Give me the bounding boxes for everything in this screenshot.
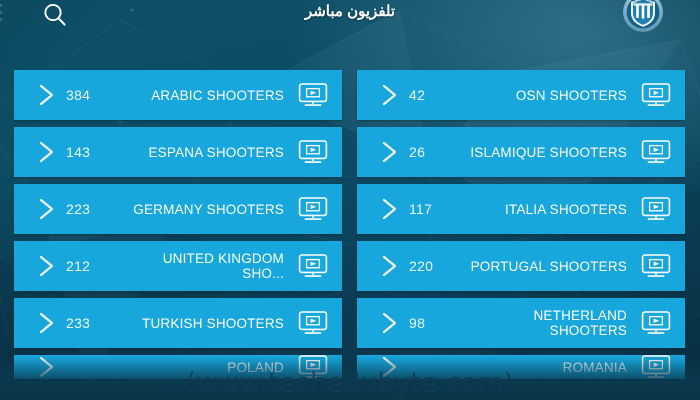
tv-play-icon[interactable]: [641, 139, 671, 165]
channel-row[interactable]: 98 NETHERLAND SHOOTERS: [357, 298, 685, 348]
channel-row[interactable]: 212 UNITED KINGDOM SHO...: [14, 241, 342, 291]
chevron-right-icon[interactable]: [379, 196, 401, 222]
channel-count: 220: [409, 258, 434, 274]
channel-row[interactable]: 26 ISLAMIQUE SHOOTERS: [357, 127, 685, 177]
chevron-right-icon[interactable]: [379, 139, 401, 165]
channel-row[interactable]: 384 ARABIC SHOOTERS: [14, 70, 342, 120]
channel-title: ESPANA SHOOTERS: [148, 144, 284, 160]
channel-count: 384: [66, 87, 91, 103]
svg-text:SHOOTERS: SHOOTERS: [633, 0, 654, 3]
channel-count: 26: [409, 144, 426, 160]
channel-title: ITALIA SHOOTERS: [504, 201, 627, 217]
channel-title: NETHERLAND SHOOTERS: [533, 308, 627, 338]
tv-play-icon[interactable]: [641, 310, 671, 336]
tv-play-icon[interactable]: [298, 82, 328, 108]
channel-count: 143: [66, 144, 91, 160]
channel-count: 117: [409, 201, 433, 217]
channel-row[interactable]: 220 PORTUGAL SHOOTERS: [357, 241, 685, 291]
tv-play-icon[interactable]: [298, 310, 328, 336]
chevron-right-icon[interactable]: [379, 82, 401, 108]
chevron-right-icon[interactable]: [36, 196, 58, 222]
watermark-text: (www.techedubyte.com): [185, 368, 515, 398]
channel-title: TURKISH SHOOTERS: [142, 315, 284, 331]
page-title: تلفزيون مباشر: [304, 3, 396, 20]
channel-count: 233: [66, 315, 91, 331]
chevron-right-icon[interactable]: [36, 310, 58, 336]
header-bar: تلفزيون مباشر SHOOTERS: [0, 0, 700, 58]
channel-count: 223: [66, 201, 91, 217]
channel-count: 212: [66, 258, 91, 274]
chevron-right-icon[interactable]: [36, 82, 58, 108]
channel-row[interactable]: 233 TURKISH SHOOTERS: [14, 298, 342, 348]
tv-play-icon[interactable]: [641, 196, 671, 222]
tv-play-icon[interactable]: [298, 196, 328, 222]
tv-play-icon[interactable]: [298, 139, 328, 165]
channel-title: ARABIC SHOOTERS: [151, 87, 284, 103]
channel-row[interactable]: 223 GERMANY SHOOTERS: [14, 184, 342, 234]
tv-play-icon[interactable]: [641, 253, 671, 279]
channel-title: GERMANY SHOOTERS: [133, 201, 284, 217]
channel-title: OSN SHOOTERS: [515, 87, 627, 103]
tv-play-icon[interactable]: [298, 253, 328, 279]
chevron-right-icon[interactable]: [379, 253, 401, 279]
channel-row[interactable]: 117 ITALIA SHOOTERS: [357, 184, 685, 234]
channel-count: 42: [409, 87, 426, 103]
channel-grid: 384 ARABIC SHOOTERS 143 ESPANA SHOOTERS 223 G…: [14, 70, 686, 400]
channel-title: PORTUGAL SHOOTERS: [470, 258, 627, 274]
channel-title: ISLAMIQUE SHOOTERS: [470, 144, 627, 160]
channel-column-right: 42 OSN SHOOTERS 26 ISLAMIQUE SHOOTERS 117 ITA…: [357, 70, 685, 386]
channel-count: 98: [409, 315, 426, 331]
chevron-right-icon[interactable]: [379, 310, 401, 336]
shield-logo-icon: SHOOTERS: [623, 0, 663, 32]
channel-row[interactable]: 143 ESPANA SHOOTERS: [14, 127, 342, 177]
channel-row[interactable]: 42 OSN SHOOTERS: [357, 70, 685, 120]
chevron-right-icon[interactable]: [36, 139, 58, 165]
tv-play-icon[interactable]: [641, 82, 671, 108]
chevron-right-icon[interactable]: [36, 253, 58, 279]
channel-title: UNITED KINGDOM SHO...: [162, 251, 284, 281]
channel-column-left: 384 ARABIC SHOOTERS 143 ESPANA SHOOTERS 223 G…: [14, 70, 342, 386]
